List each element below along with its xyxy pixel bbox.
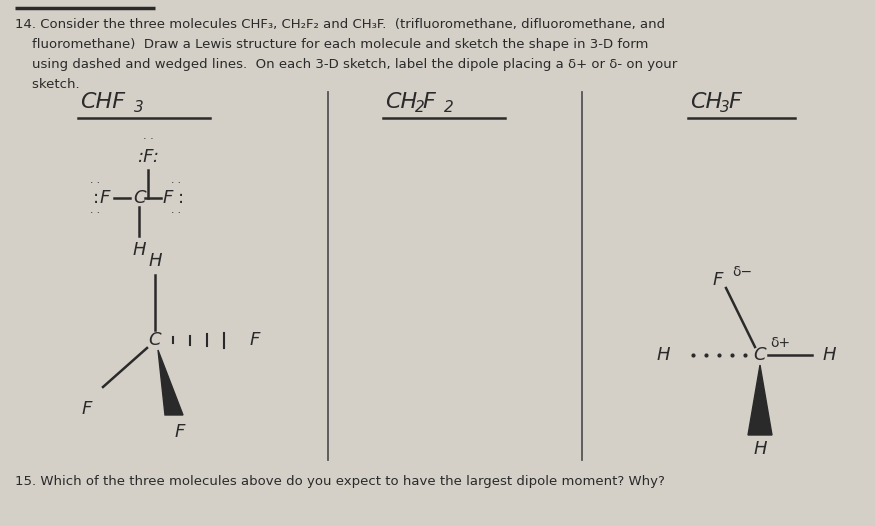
Text: sketch.: sketch. [15, 78, 80, 91]
Text: F: F [82, 400, 92, 418]
Text: C: C [133, 189, 145, 207]
Text: 3: 3 [720, 100, 730, 115]
Text: 15. Which of the three molecules above do you expect to have the largest dipole : 15. Which of the three molecules above d… [15, 475, 665, 488]
Text: C: C [149, 331, 161, 349]
Text: using dashed and wedged lines.  On each 3-D sketch, label the dipole placing a δ: using dashed and wedged lines. On each 3… [15, 58, 677, 71]
Text: H: H [823, 346, 836, 364]
Text: C: C [753, 346, 766, 364]
Text: F: F [100, 189, 110, 207]
Text: H: H [656, 346, 670, 364]
Polygon shape [158, 350, 183, 415]
Text: F: F [163, 189, 173, 207]
Text: :: : [178, 189, 184, 207]
Text: F: F [250, 331, 261, 349]
Text: 2: 2 [415, 100, 424, 115]
Text: H: H [753, 440, 766, 458]
Text: 14. Consider the three molecules CHF₃, CH₂F₂ and CH₃F.  (trifluoromethane, diflu: 14. Consider the three molecules CHF₃, C… [15, 18, 665, 31]
Text: · ·: · · [90, 208, 100, 218]
Text: δ−: δ− [732, 265, 752, 279]
Text: :F:: :F: [137, 148, 159, 166]
Text: F: F [422, 92, 435, 112]
Text: CH: CH [690, 92, 722, 112]
Text: :: : [93, 189, 99, 207]
Text: · ·: · · [90, 178, 100, 188]
Text: · ·: · · [143, 134, 153, 144]
Text: fluoromethane)  Draw a Lewis structure for each molecule and sketch the shape in: fluoromethane) Draw a Lewis structure fo… [15, 38, 648, 51]
Text: CHF: CHF [80, 92, 125, 112]
Text: F: F [728, 92, 741, 112]
Polygon shape [748, 365, 772, 435]
Text: 3: 3 [134, 100, 144, 115]
Text: · ·: · · [171, 208, 181, 218]
Text: · ·: · · [171, 178, 181, 188]
Text: CH: CH [385, 92, 417, 112]
Text: 2: 2 [444, 100, 454, 115]
Text: H: H [132, 241, 146, 259]
Text: F: F [713, 271, 723, 289]
Text: F: F [175, 423, 186, 441]
Text: H: H [148, 252, 162, 270]
Text: δ+: δ+ [770, 336, 790, 350]
